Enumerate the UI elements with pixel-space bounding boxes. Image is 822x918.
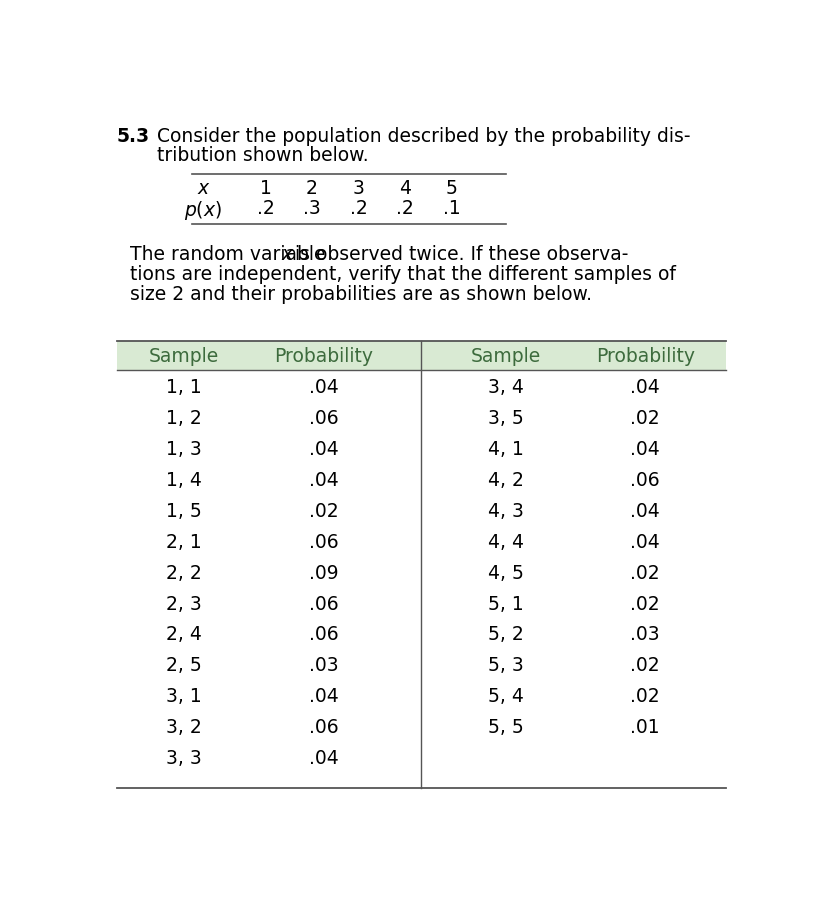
Text: .02: .02 — [630, 409, 660, 428]
Text: .2: .2 — [396, 199, 413, 218]
Text: 2, 1: 2, 1 — [166, 532, 202, 552]
Text: 5: 5 — [446, 179, 457, 198]
Text: 5.3: 5.3 — [117, 127, 150, 146]
Text: .06: .06 — [309, 625, 339, 644]
Text: 3, 5: 3, 5 — [488, 409, 524, 428]
Text: x: x — [198, 179, 209, 198]
Text: $p(x)$: $p(x)$ — [184, 199, 223, 222]
Text: .02: .02 — [630, 688, 660, 706]
Text: 4: 4 — [399, 179, 411, 198]
Text: .06: .06 — [630, 471, 660, 490]
Text: 4, 2: 4, 2 — [487, 471, 524, 490]
Text: 2, 5: 2, 5 — [166, 656, 202, 676]
Text: 5, 5: 5, 5 — [488, 718, 524, 737]
Text: 4, 4: 4, 4 — [487, 532, 524, 552]
Text: Sample: Sample — [149, 347, 219, 366]
Text: .04: .04 — [309, 749, 339, 768]
Text: .06: .06 — [309, 532, 339, 552]
Text: .06: .06 — [309, 595, 339, 613]
Text: 2, 2: 2, 2 — [166, 564, 202, 583]
Text: 1: 1 — [260, 179, 271, 198]
Text: 2, 4: 2, 4 — [166, 625, 202, 644]
Text: .04: .04 — [309, 471, 339, 490]
Text: .04: .04 — [630, 378, 660, 397]
Text: x: x — [282, 245, 293, 263]
Text: .06: .06 — [309, 718, 339, 737]
Text: 5, 2: 5, 2 — [488, 625, 524, 644]
Text: 2, 3: 2, 3 — [166, 595, 202, 613]
Text: 3, 3: 3, 3 — [166, 749, 202, 768]
Text: .02: .02 — [630, 595, 660, 613]
Text: .04: .04 — [630, 532, 660, 552]
Text: tions are independent, verify that the different samples of: tions are independent, verify that the d… — [130, 265, 676, 284]
Text: 3: 3 — [353, 179, 364, 198]
Text: Probability: Probability — [596, 347, 695, 366]
Text: .01: .01 — [630, 718, 660, 737]
Text: 4, 3: 4, 3 — [487, 502, 524, 521]
Text: .04: .04 — [630, 440, 660, 459]
Text: .3: .3 — [303, 199, 321, 218]
Text: .02: .02 — [309, 502, 339, 521]
Text: .04: .04 — [309, 688, 339, 706]
Text: 1, 2: 1, 2 — [166, 409, 202, 428]
Text: .1: .1 — [442, 199, 460, 218]
Text: tribution shown below.: tribution shown below. — [157, 146, 368, 164]
Text: 1, 5: 1, 5 — [166, 502, 202, 521]
Text: 5, 1: 5, 1 — [488, 595, 524, 613]
Text: 4, 1: 4, 1 — [487, 440, 524, 459]
Text: .2: .2 — [256, 199, 275, 218]
Text: is observed twice. If these observa-: is observed twice. If these observa- — [289, 245, 628, 263]
Text: 3, 2: 3, 2 — [166, 718, 202, 737]
Text: Probability: Probability — [274, 347, 373, 366]
Text: Consider the population described by the probability dis-: Consider the population described by the… — [157, 127, 690, 146]
Text: .04: .04 — [309, 440, 339, 459]
Bar — [117, 341, 726, 371]
Text: .2: .2 — [349, 199, 367, 218]
Text: .04: .04 — [309, 378, 339, 397]
Text: 5, 3: 5, 3 — [488, 656, 524, 676]
Text: .04: .04 — [630, 502, 660, 521]
Text: 5, 4: 5, 4 — [487, 688, 524, 706]
Text: 3, 1: 3, 1 — [166, 688, 202, 706]
Text: 2: 2 — [306, 179, 318, 198]
Text: 1, 4: 1, 4 — [166, 471, 202, 490]
Text: 1, 1: 1, 1 — [166, 378, 202, 397]
Text: .02: .02 — [630, 564, 660, 583]
Text: .03: .03 — [309, 656, 339, 676]
Text: 1, 3: 1, 3 — [166, 440, 202, 459]
Text: 4, 5: 4, 5 — [487, 564, 524, 583]
Text: .09: .09 — [309, 564, 339, 583]
Text: The random variable: The random variable — [130, 245, 331, 263]
Text: size 2 and their probabilities are as shown below.: size 2 and their probabilities are as sh… — [130, 285, 592, 304]
Text: Sample: Sample — [471, 347, 541, 366]
Text: 3, 4: 3, 4 — [487, 378, 524, 397]
Text: .03: .03 — [630, 625, 660, 644]
Text: .02: .02 — [630, 656, 660, 676]
Text: .06: .06 — [309, 409, 339, 428]
